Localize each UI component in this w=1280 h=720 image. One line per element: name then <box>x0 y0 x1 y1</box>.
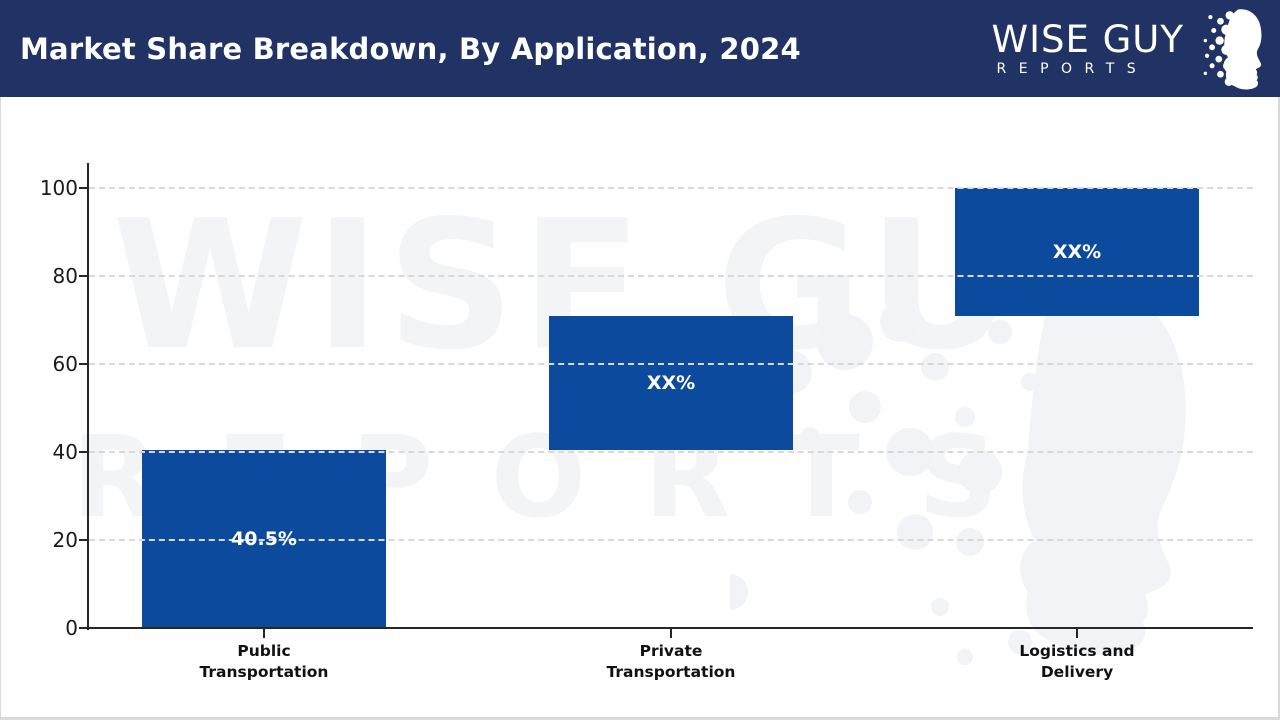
y-tick-label: 0 <box>65 616 78 640</box>
x-category-label: Logistics and Delivery <box>1019 642 1135 682</box>
page-title: Market Share Breakdown, By Application, … <box>20 31 801 66</box>
bar <box>955 188 1199 316</box>
y-tick-mark <box>79 451 87 453</box>
y-tick-label: 100 <box>39 176 78 200</box>
x-tick-mark <box>1076 629 1078 638</box>
frame-left <box>0 97 1 720</box>
bar-value-label: XX% <box>646 371 696 394</box>
x-axis-line <box>87 627 1253 629</box>
header-bar: Market Share Breakdown, By Application, … <box>0 0 1280 97</box>
y-tick-mark <box>79 627 87 629</box>
y-tick-mark <box>79 187 87 189</box>
gridline <box>89 451 1253 453</box>
bar-value-label: 40.5% <box>231 527 297 550</box>
logo-face-icon <box>1203 8 1262 90</box>
gridline <box>89 275 1253 277</box>
y-tick-label: 60 <box>52 352 78 376</box>
bar-value-label: XX% <box>1052 240 1102 263</box>
frame-right <box>1278 97 1280 720</box>
gridline <box>89 363 1253 365</box>
x-tick-mark <box>670 629 672 638</box>
logo-wordmark: WISE GUY <box>991 18 1184 61</box>
x-category-label: Public Transportation <box>199 642 329 682</box>
y-tick-mark <box>79 539 87 541</box>
gridline <box>89 187 1253 189</box>
x-category-label: Private Transportation <box>606 642 736 682</box>
bar <box>142 449 386 628</box>
bar <box>549 315 793 450</box>
chart-area: WISE GUY REPORTS 0 20 40 60 80 100 40.5% Public… <box>0 97 1280 720</box>
logo: WISE GUY REPORTS <box>992 7 1266 91</box>
logo-text: WISE GUY REPORTS <box>992 21 1184 76</box>
logo-subtitle: REPORTS <box>996 61 1149 77</box>
frame-bottom <box>0 717 1280 720</box>
y-tick-label: 20 <box>52 528 78 552</box>
y-tick-mark <box>79 363 87 365</box>
y-tick-label: 40 <box>52 440 78 464</box>
gridline <box>89 539 1253 541</box>
x-tick-mark <box>263 629 265 638</box>
watermark-face-icon <box>730 271 1186 665</box>
y-tick-label: 80 <box>52 264 78 288</box>
y-tick-mark <box>79 275 87 277</box>
y-axis-line <box>87 163 89 630</box>
